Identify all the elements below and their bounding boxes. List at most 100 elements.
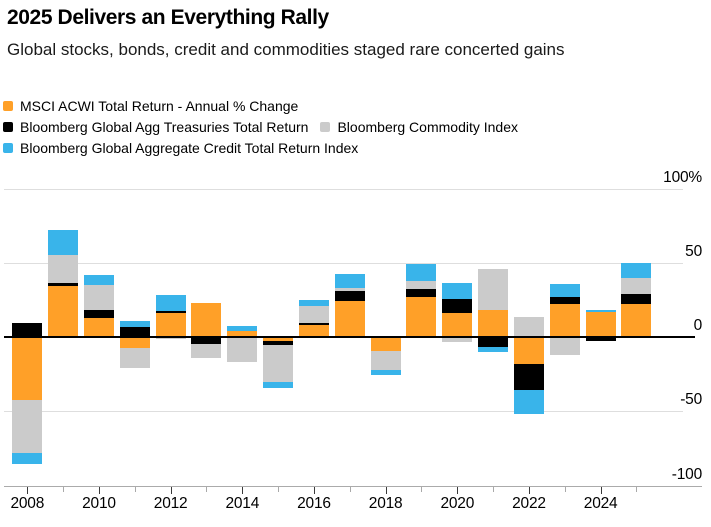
- bar-2015-credit: [263, 382, 294, 388]
- bar-2017-commodity: [334, 287, 365, 291]
- bar-2008-msci_acwi: [12, 337, 43, 400]
- legend-item-treasuries: Bloomberg Global Agg Treasuries Total Re…: [3, 119, 308, 135]
- bar-2011-treasuries: [119, 327, 150, 337]
- bar-2020-commodity: [442, 337, 473, 343]
- x-tick-2013: [206, 487, 208, 492]
- x-tick-2025: [636, 487, 638, 492]
- bar-2016-msci_acwi: [298, 325, 329, 337]
- bar-2023-commodity: [549, 337, 580, 355]
- x-axis-label-2022: 2022: [512, 495, 546, 512]
- bar-2025-credit: [621, 262, 652, 279]
- bar-2024-msci_acwi: [585, 311, 616, 337]
- bar-2021-commodity: [478, 269, 509, 310]
- bar-2013-treasuries: [191, 337, 222, 344]
- bar-2025-commodity: [621, 278, 652, 294]
- y-axis-label--50: -50: [680, 391, 702, 409]
- bar-2017-treasuries: [334, 290, 365, 302]
- bar-2012-credit: [155, 295, 186, 311]
- bar-2020-msci_acwi: [442, 312, 473, 337]
- bar-2018-msci_acwi: [370, 337, 401, 351]
- bar-2010-treasuries: [83, 309, 114, 319]
- bar-2012-treasuries: [155, 310, 186, 314]
- bar-2010-commodity: [83, 284, 114, 310]
- bar-2024-credit: [585, 309, 616, 312]
- treasuries-swatch-icon: [3, 121, 13, 132]
- bar-2009-credit: [48, 230, 79, 255]
- x-axis-line: [4, 486, 702, 487]
- chart-subtitle: Global stocks, bonds, credit and commodi…: [7, 40, 565, 59]
- x-axis-label-2024: 2024: [583, 495, 618, 512]
- x-axis-label-2016: 2016: [297, 495, 331, 512]
- x-tick-2015: [278, 487, 280, 492]
- legend-label-treasuries: Bloomberg Global Agg Treasuries Total Re…: [20, 118, 309, 135]
- legend-row-1: MSCI ACWI Total Return - Annual % Change: [3, 95, 518, 116]
- chart-title: 2025 Delivers an Everything Rally: [7, 6, 329, 29]
- bar-2019-commodity: [406, 280, 437, 289]
- legend-row-3: Bloomberg Global Aggregate Credit Total …: [3, 137, 518, 158]
- y-axis-label-50: 50: [685, 242, 702, 260]
- bar-2019-credit: [406, 263, 437, 281]
- bar-2010-credit: [83, 275, 114, 285]
- bar-2019-treasuries: [406, 288, 437, 298]
- bar-2008-credit: [12, 453, 43, 465]
- legend-item-msci-acwi: MSCI ACWI Total Return - Annual % Change: [3, 98, 298, 114]
- bar-2014-commodity: [227, 337, 258, 363]
- y-axis-label-0: 0: [693, 317, 703, 334]
- x-tick-2020: [457, 487, 459, 494]
- bar-2021-msci_acwi: [478, 309, 509, 337]
- bar-2009-treasuries: [48, 282, 79, 286]
- bar-2009-msci_acwi: [48, 285, 79, 337]
- msci-acwi-swatch-icon: [3, 100, 13, 111]
- bar-2017-msci_acwi: [334, 301, 365, 337]
- chart-header: 2025 Delivers an Everything Rally Global…: [7, 6, 697, 62]
- bar-2021-credit: [478, 346, 509, 353]
- bar-2025-msci_acwi: [621, 304, 652, 337]
- bar-2014-msci_acwi: [227, 330, 258, 337]
- bar-2025-treasuries: [621, 293, 652, 305]
- bar-2022-credit: [513, 389, 544, 415]
- legend-item-commodity: Bloomberg Commodity Index: [320, 119, 518, 135]
- bar-2018-commodity: [370, 350, 401, 370]
- bar-2018-credit: [370, 369, 401, 375]
- bar-2013-commodity: [191, 343, 222, 358]
- x-axis-label-2014: 2014: [225, 495, 260, 512]
- x-tick-2016: [313, 487, 315, 494]
- bar-2015-msci_acwi: [263, 337, 294, 341]
- bar-2022-treasuries: [513, 364, 544, 390]
- bar-2023-credit: [549, 284, 580, 298]
- bar-2023-treasuries: [549, 297, 580, 305]
- commodity-swatch-icon: [320, 121, 331, 132]
- bar-2009-commodity: [48, 254, 79, 283]
- y-axis-label--100: -100: [671, 465, 702, 483]
- gridline-100: [4, 188, 683, 190]
- bar-2008-commodity: [12, 399, 43, 454]
- bar-2011-msci_acwi: [119, 337, 150, 348]
- legend-item-credit: Bloomberg Global Aggregate Credit Total …: [3, 140, 358, 156]
- x-tick-2023: [564, 487, 566, 492]
- x-tick-2019: [421, 487, 423, 492]
- zero-line: [4, 336, 695, 338]
- x-axis-label-2008: 2008: [10, 495, 45, 512]
- bar-2013-msci_acwi: [191, 303, 222, 337]
- x-tick-2012: [170, 487, 172, 494]
- bar-2023-msci_acwi: [549, 304, 580, 337]
- credit-swatch-icon: [3, 142, 13, 153]
- x-tick-2014: [242, 487, 244, 494]
- bar-2021-treasuries: [478, 337, 509, 347]
- bar-2019-msci_acwi: [406, 297, 437, 337]
- y-axis-label-100: 100%: [663, 168, 702, 186]
- bar-2010-msci_acwi: [83, 318, 114, 337]
- bar-2011-credit: [119, 320, 150, 328]
- x-tick-2024: [600, 487, 602, 494]
- bar-2017-credit: [334, 274, 365, 288]
- x-tick-2010: [98, 487, 100, 494]
- x-axis-label-2020: 2020: [440, 495, 475, 512]
- bar-2024-treasuries: [585, 337, 616, 342]
- x-tick-2022: [528, 487, 530, 494]
- bar-2016-treasuries: [298, 323, 329, 326]
- legend-label-commodity: Bloomberg Commodity Index: [337, 118, 518, 135]
- bar-2020-credit: [442, 283, 473, 299]
- x-tick-2018: [385, 487, 387, 494]
